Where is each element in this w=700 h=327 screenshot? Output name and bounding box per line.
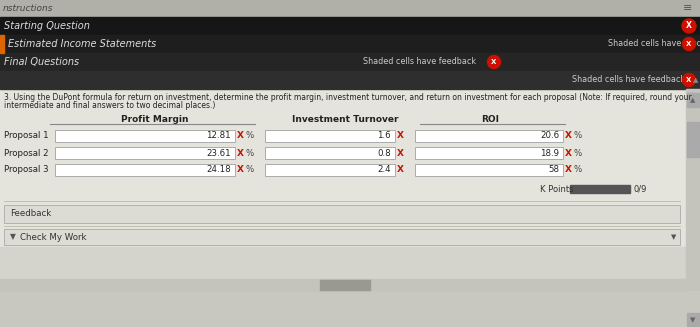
Text: X: X: [237, 131, 244, 141]
Bar: [4, 205, 680, 223]
Bar: [4, 229, 680, 245]
Bar: [0, 291, 700, 327]
Text: %: %: [245, 131, 253, 141]
Bar: [55, 164, 235, 176]
Text: 23.61: 23.61: [206, 148, 231, 158]
Text: 20.6: 20.6: [540, 131, 559, 141]
Bar: [55, 130, 235, 142]
Text: intermediate and final answers to two decimal places.): intermediate and final answers to two de…: [4, 101, 216, 110]
Text: 3. Using the DuPont formula for return on investment, determine the profit margi: 3. Using the DuPont formula for return o…: [4, 93, 692, 102]
Text: Final Questions: Final Questions: [4, 57, 79, 67]
Text: 0.8: 0.8: [377, 148, 391, 158]
Bar: [320, 280, 370, 290]
Text: X: X: [397, 148, 404, 158]
Text: ▼: ▼: [671, 234, 677, 240]
Text: Starting Question: Starting Question: [4, 21, 90, 31]
Text: ▲: ▲: [690, 97, 696, 103]
Bar: [687, 313, 699, 327]
Text: Shaded cells have feedback: Shaded cells have feedback: [608, 40, 700, 48]
Text: %: %: [245, 165, 253, 175]
Bar: [265, 130, 395, 142]
Bar: [0, 279, 686, 291]
Bar: [0, 35, 4, 53]
Text: X: X: [686, 41, 692, 47]
Text: Estimated Income Statements: Estimated Income Statements: [8, 39, 156, 49]
Text: Profit Margin: Profit Margin: [121, 114, 189, 124]
Bar: [686, 89, 700, 327]
Bar: [0, 35, 700, 53]
Text: ▼: ▼: [690, 317, 696, 323]
Text: %: %: [573, 148, 581, 158]
Text: ▼: ▼: [10, 232, 16, 242]
Text: Proposal 2: Proposal 2: [4, 148, 48, 158]
Bar: [0, 0, 700, 47]
Text: K Points: K Points: [540, 184, 573, 194]
Bar: [0, 71, 700, 89]
Circle shape: [682, 74, 696, 87]
Text: 12.81: 12.81: [206, 131, 231, 141]
Text: Investment Turnover: Investment Turnover: [292, 114, 398, 124]
Circle shape: [682, 38, 696, 50]
Bar: [0, 17, 700, 35]
Text: nstructions: nstructions: [3, 4, 53, 13]
Text: Shaded cells have feedback: Shaded cells have feedback: [572, 76, 685, 84]
Bar: [55, 147, 235, 159]
Bar: [265, 164, 395, 176]
Bar: [415, 147, 563, 159]
Text: ROI: ROI: [481, 114, 499, 124]
Bar: [265, 147, 395, 159]
Text: %: %: [573, 131, 581, 141]
Text: X: X: [565, 148, 572, 158]
Bar: [570, 185, 630, 193]
Text: ▲: ▲: [693, 77, 699, 83]
Bar: [0, 247, 686, 327]
Text: 2.4: 2.4: [377, 165, 391, 175]
Text: %: %: [573, 165, 581, 175]
Text: Proposal 1: Proposal 1: [4, 131, 48, 141]
Text: 18.9: 18.9: [540, 148, 559, 158]
Text: X: X: [237, 165, 244, 175]
Text: X: X: [565, 165, 572, 175]
Text: Check My Work: Check My Work: [20, 232, 87, 242]
Bar: [0, 0, 700, 17]
Text: Shaded cells have feedback: Shaded cells have feedback: [363, 58, 476, 66]
Text: X: X: [686, 22, 692, 30]
Bar: [0, 89, 686, 327]
Text: 1.6: 1.6: [377, 131, 391, 141]
Text: X: X: [491, 59, 497, 65]
Text: ≡: ≡: [683, 4, 693, 13]
Text: Proposal 3: Proposal 3: [4, 165, 48, 175]
Text: 58: 58: [548, 165, 559, 175]
Bar: [0, 53, 700, 71]
Circle shape: [487, 56, 500, 68]
Text: X: X: [397, 165, 404, 175]
Bar: [687, 122, 699, 157]
Text: 0/9: 0/9: [634, 184, 648, 194]
Circle shape: [682, 19, 696, 33]
Bar: [687, 93, 699, 107]
Text: Feedback: Feedback: [10, 210, 51, 218]
Bar: [415, 130, 563, 142]
Text: X: X: [397, 131, 404, 141]
Bar: [415, 164, 563, 176]
Text: X: X: [565, 131, 572, 141]
Text: X: X: [686, 77, 692, 83]
Text: X: X: [237, 148, 244, 158]
Text: 24.18: 24.18: [206, 165, 231, 175]
Text: %: %: [245, 148, 253, 158]
